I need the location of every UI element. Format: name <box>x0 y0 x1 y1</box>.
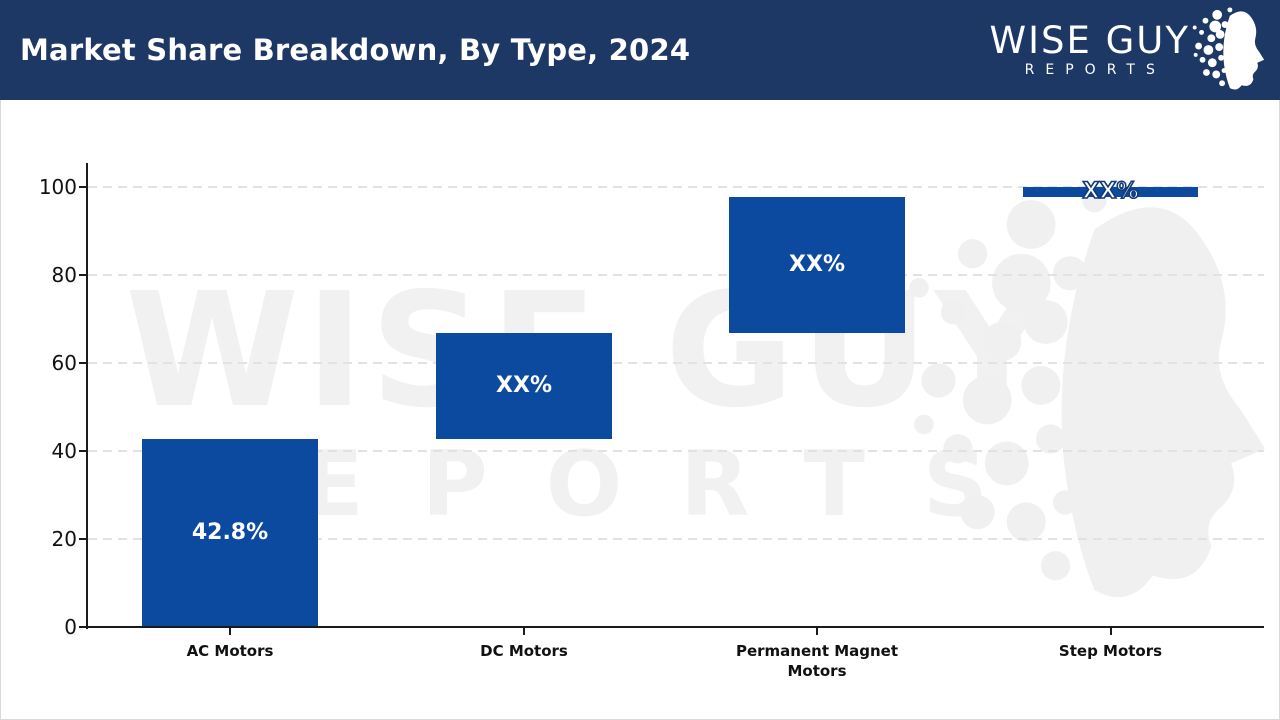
x-axis-tick <box>523 628 525 635</box>
bar-segment <box>142 438 318 627</box>
y-gridline <box>88 186 1264 188</box>
y-axis-tick <box>79 538 87 540</box>
x-axis-line <box>86 626 1264 628</box>
y-axis-line <box>86 163 88 629</box>
watermark-dotted-head-icon <box>880 180 1270 620</box>
y-gridline <box>88 362 1264 364</box>
y-gridline <box>88 450 1264 452</box>
bar-value-label: XX% <box>1082 178 1140 205</box>
y-axis-tick-label: 0 <box>64 615 77 639</box>
bar-value-label: XX% <box>789 251 845 277</box>
bar-segment <box>1023 187 1198 197</box>
y-axis-tick-label: 20 <box>51 527 77 551</box>
y-axis-tick-label: 40 <box>51 439 77 463</box>
logo-brand-subtitle: REPORTS <box>1024 62 1166 78</box>
y-axis-tick <box>79 274 87 276</box>
x-axis-category-label: Permanent Magnet Motors <box>735 642 899 680</box>
x-axis-category-label: Step Motors <box>1058 642 1163 660</box>
y-axis-tick-label: 60 <box>51 351 77 375</box>
y-axis-tick-label: 80 <box>51 263 77 287</box>
dotted-head-logo-icon <box>1186 6 1266 94</box>
waterfall-chart: 0 20 40 60 80 100 42.8% AC Motors XX% DC Motors XX… <box>0 100 1280 720</box>
x-axis-tick <box>1109 628 1112 635</box>
x-axis-tick <box>229 628 231 635</box>
page-title: Market Share Breakdown, By Type, 2024 <box>20 33 691 67</box>
y-axis-tick <box>79 450 87 452</box>
wise-guy-reports-logo: WISE GUY REPORTS <box>990 6 1266 94</box>
logo-wordmark: WISE GUY REPORTS <box>990 21 1190 79</box>
x-axis-category-label: AC Motors <box>186 642 274 660</box>
y-axis-tick <box>79 626 87 628</box>
x-axis-category-label: DC Motors <box>480 642 568 660</box>
bar-segment <box>436 333 612 439</box>
header-bar: Market Share Breakdown, By Type, 2024 WI… <box>0 0 1280 100</box>
logo-brand-name: WISE GUY <box>989 19 1190 62</box>
y-gridline <box>88 274 1264 276</box>
bar-segment <box>729 196 905 334</box>
bar-value-label: 42.8% <box>191 519 269 545</box>
bar-value-label: XX% <box>496 372 552 398</box>
x-axis-tick <box>816 628 818 635</box>
y-axis-tick <box>79 186 87 188</box>
y-gridline <box>88 538 1264 540</box>
y-axis-tick <box>79 362 87 364</box>
y-axis-tick-label: 100 <box>38 175 77 199</box>
